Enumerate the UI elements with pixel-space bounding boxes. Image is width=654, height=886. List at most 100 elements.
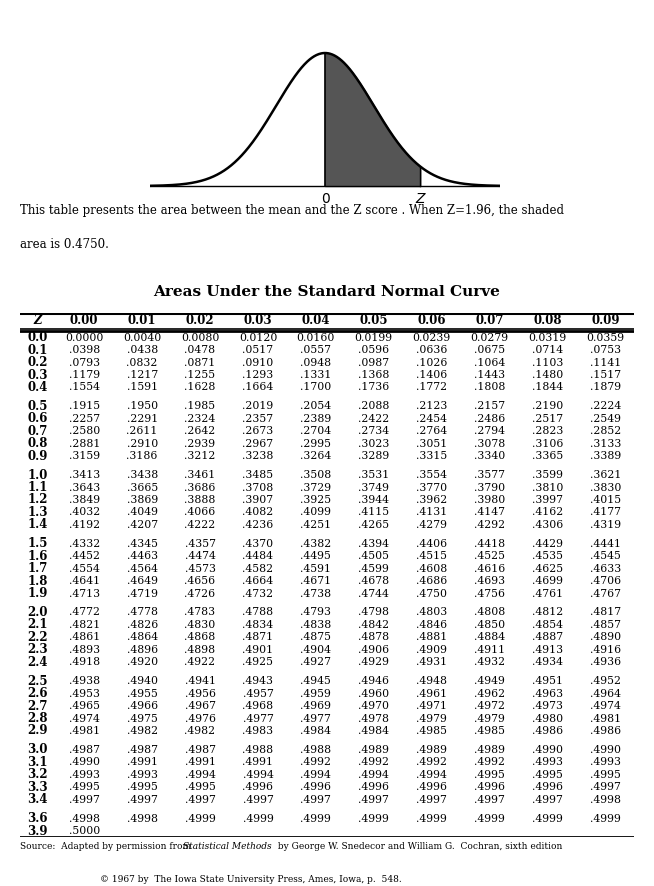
Text: .0793: .0793 — [69, 358, 100, 368]
Text: 0.6: 0.6 — [27, 412, 48, 425]
Text: .4988: .4988 — [300, 745, 332, 755]
Text: .3749: .3749 — [358, 483, 389, 493]
Text: .4788: .4788 — [243, 608, 273, 618]
Text: .4927: .4927 — [300, 657, 332, 667]
Text: .4817: .4817 — [590, 608, 621, 618]
Text: .4986: .4986 — [532, 726, 563, 736]
Text: .3577: .3577 — [474, 470, 505, 480]
Text: .4738: .4738 — [300, 588, 332, 599]
Text: .4719: .4719 — [127, 588, 158, 599]
Text: .4967: .4967 — [184, 701, 216, 711]
Text: .4991: .4991 — [184, 758, 216, 767]
Text: 2.5: 2.5 — [27, 675, 48, 688]
Text: .4962: .4962 — [474, 688, 505, 699]
Text: .4032: .4032 — [69, 508, 100, 517]
Text: .4898: .4898 — [184, 645, 216, 655]
Text: .2157: .2157 — [474, 401, 505, 411]
Text: .0596: .0596 — [358, 346, 389, 355]
Text: .2823: .2823 — [532, 426, 563, 436]
Text: .4997: .4997 — [300, 795, 332, 804]
Text: .4878: .4878 — [358, 633, 389, 642]
Text: .4999: .4999 — [300, 813, 332, 824]
Text: .4996: .4996 — [243, 782, 273, 792]
Text: .3212: .3212 — [184, 451, 216, 462]
Text: 0.0040: 0.0040 — [123, 332, 162, 343]
Text: .4996: .4996 — [474, 782, 505, 792]
Text: .3461: .3461 — [184, 470, 216, 480]
Text: .2549: .2549 — [590, 414, 621, 424]
Text: .4767: .4767 — [590, 588, 621, 599]
Text: .4793: .4793 — [300, 608, 332, 618]
Text: .3962: .3962 — [416, 495, 447, 505]
Text: .4940: .4940 — [127, 676, 158, 686]
Text: .4994: .4994 — [300, 770, 332, 780]
Text: .2224: .2224 — [590, 401, 621, 411]
Text: .4982: .4982 — [184, 726, 216, 736]
Text: .4952: .4952 — [590, 676, 621, 686]
Text: 2.9: 2.9 — [27, 725, 48, 737]
Text: 0.4: 0.4 — [27, 381, 48, 394]
Text: .4996: .4996 — [532, 782, 563, 792]
Text: .4948: .4948 — [416, 676, 447, 686]
Text: .4980: .4980 — [532, 713, 563, 724]
Text: .4418: .4418 — [474, 539, 505, 548]
Text: .4162: .4162 — [532, 508, 563, 517]
Text: .3438: .3438 — [126, 470, 158, 480]
Text: .4998: .4998 — [590, 795, 621, 804]
Text: .4686: .4686 — [416, 576, 447, 587]
Text: .4608: .4608 — [416, 563, 447, 573]
Text: 0.07: 0.07 — [475, 315, 504, 327]
Text: .4911: .4911 — [474, 645, 505, 655]
Text: .2054: .2054 — [300, 401, 332, 411]
Text: .1179: .1179 — [69, 370, 100, 380]
Text: .4989: .4989 — [474, 745, 505, 755]
Text: .1368: .1368 — [358, 370, 390, 380]
Text: .2995: .2995 — [300, 439, 332, 448]
Text: .4983: .4983 — [243, 726, 273, 736]
Text: .2389: .2389 — [300, 414, 332, 424]
Text: .3159: .3159 — [69, 451, 100, 462]
Text: .4732: .4732 — [243, 588, 273, 599]
Text: .4671: .4671 — [300, 576, 332, 587]
Text: Statistical Methods: Statistical Methods — [182, 843, 271, 851]
Text: .4945: .4945 — [300, 676, 332, 686]
Text: .4997: .4997 — [358, 795, 389, 804]
Text: .4625: .4625 — [532, 563, 563, 573]
Text: .4932: .4932 — [474, 657, 505, 667]
Text: .4370: .4370 — [243, 539, 273, 548]
Text: .4864: .4864 — [127, 633, 158, 642]
Text: .4744: .4744 — [358, 588, 389, 599]
Text: 1.4: 1.4 — [27, 518, 48, 532]
Text: .4929: .4929 — [358, 657, 389, 667]
Text: .4726: .4726 — [184, 588, 216, 599]
Text: .1985: .1985 — [184, 401, 216, 411]
Text: .2910: .2910 — [126, 439, 158, 448]
Text: .2704: .2704 — [300, 426, 332, 436]
Text: .4951: .4951 — [532, 676, 563, 686]
Text: .3980: .3980 — [474, 495, 506, 505]
Text: 0.0239: 0.0239 — [413, 332, 451, 343]
Text: .3888: .3888 — [184, 495, 216, 505]
Text: .4995: .4995 — [127, 782, 158, 792]
Text: .4251: .4251 — [300, 520, 332, 530]
Text: .4803: .4803 — [416, 608, 447, 618]
Text: .4545: .4545 — [590, 551, 621, 561]
Text: .4916: .4916 — [590, 645, 621, 655]
Text: .4981: .4981 — [590, 713, 621, 724]
Text: .4616: .4616 — [474, 563, 506, 573]
Text: .4525: .4525 — [474, 551, 505, 561]
Text: .4965: .4965 — [69, 701, 99, 711]
Text: .0948: .0948 — [300, 358, 332, 368]
Text: .4896: .4896 — [127, 645, 158, 655]
Text: .4993: .4993 — [590, 758, 621, 767]
Text: .4082: .4082 — [243, 508, 273, 517]
Text: .4332: .4332 — [69, 539, 100, 548]
Text: 1.8: 1.8 — [27, 575, 48, 587]
Text: .4961: .4961 — [416, 688, 447, 699]
Text: .4972: .4972 — [474, 701, 505, 711]
Text: .4207: .4207 — [127, 520, 158, 530]
Text: .3508: .3508 — [300, 470, 332, 480]
Text: .4406: .4406 — [416, 539, 447, 548]
Text: .4656: .4656 — [184, 576, 216, 587]
Text: .1217: .1217 — [126, 370, 158, 380]
